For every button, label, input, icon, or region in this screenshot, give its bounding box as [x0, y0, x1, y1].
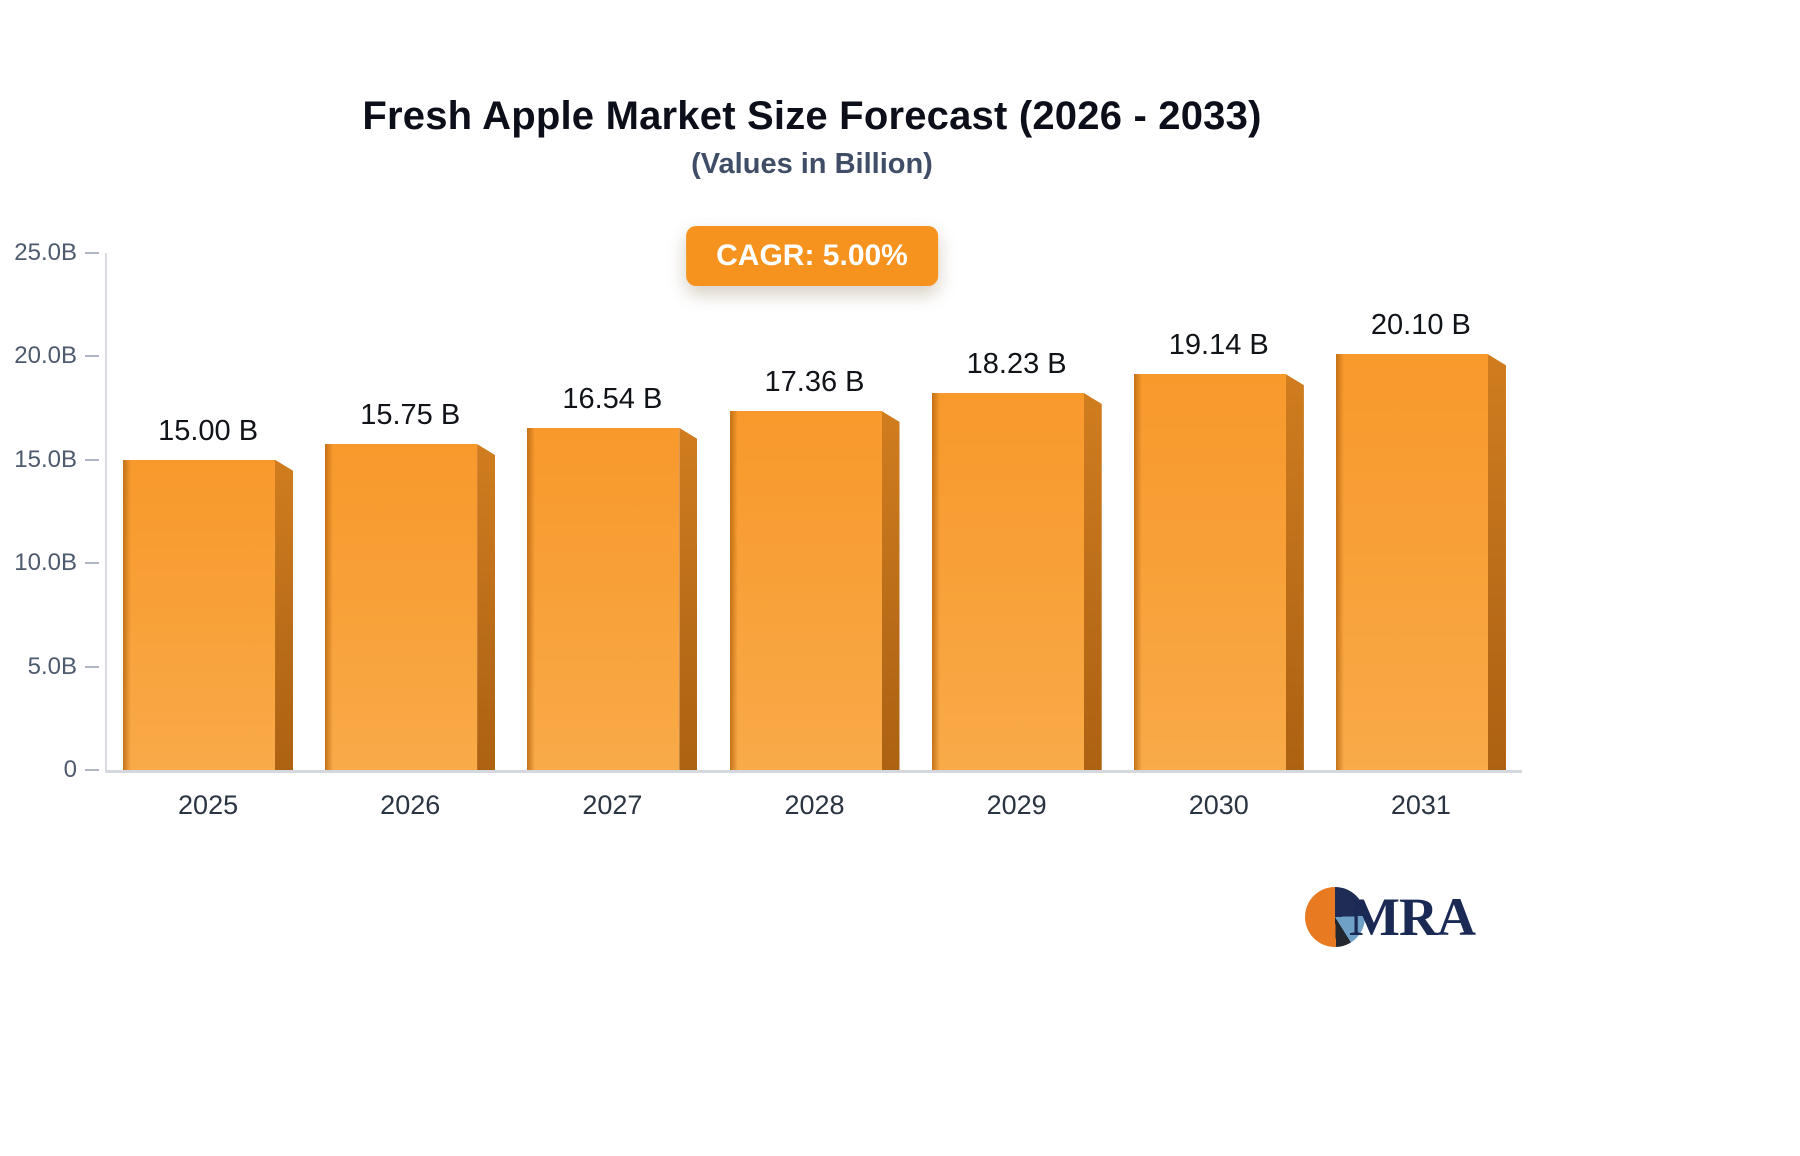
- x-axis-label: 2031: [1390, 790, 1451, 820]
- bar-2029: 18.23 B: [931, 348, 1102, 770]
- bar-front-face: [123, 459, 276, 771]
- y-axis-label: 20.0B: [14, 342, 77, 370]
- bar-value-label: 16.54 B: [562, 382, 663, 415]
- y-axis-label: 10.0B: [14, 549, 77, 577]
- bar-value-label: 18.23 B: [966, 348, 1067, 381]
- bar-2027: 16.54 B: [527, 383, 698, 771]
- bar-side-face: [1083, 393, 1102, 770]
- bar-value-label: 20.10 B: [1370, 309, 1471, 342]
- bar-side-face: [275, 459, 294, 770]
- bar-2026: 15.75 B: [325, 399, 496, 770]
- bar-side-face: [1285, 374, 1304, 770]
- x-axis-label: 2029: [986, 790, 1047, 820]
- bar-value-label: 17.36 B: [764, 366, 865, 398]
- y-axis-tick: [85, 355, 99, 358]
- y-axis-tick: [85, 252, 99, 254]
- y-axis-label: 15.0B: [14, 445, 77, 473]
- pie-logo-icon: [1305, 887, 1365, 947]
- bar-chart-plot-area: 25.0B 20.0B 15.0B 10.0B 5.0B 0 15.00 B 2025 15.7…: [14, 240, 1522, 820]
- y-axis-tick: [85, 458, 99, 461]
- bar-side-face: [1487, 354, 1506, 770]
- bar-value-label: 19.14 B: [1168, 329, 1269, 362]
- bar-side-face: [679, 427, 698, 770]
- bar-side-face: [477, 444, 496, 770]
- x-axis-label: 2026: [380, 790, 441, 820]
- bar-2030: 19.14 B: [1133, 329, 1304, 770]
- x-axis-label: 2027: [582, 790, 643, 820]
- bar-2028: 17.36 B: [729, 366, 900, 770]
- bar-front-face: [729, 411, 882, 770]
- chart-title: Fresh Apple Market Size Forecast (2026 -…: [362, 94, 1262, 138]
- cagr-badge: CAGR: 5.00%: [686, 226, 938, 286]
- y-axis-label: 5.0B: [27, 652, 77, 680]
- bar-front-face: [1133, 374, 1286, 770]
- y-axis-label: 25.0B: [14, 239, 77, 266]
- bar-value-label: 15.75 B: [360, 399, 461, 432]
- y-axis-tick: [85, 769, 99, 771]
- bar-front-face: [325, 444, 478, 770]
- x-axis-label: 2030: [1188, 790, 1249, 820]
- chart-subtitle: (Values in Billion): [691, 148, 933, 180]
- bar-front-face: [1335, 354, 1488, 770]
- x-axis-label: 2025: [178, 790, 239, 820]
- mra-logo: MRA: [1305, 886, 1476, 948]
- y-axis-tick: [85, 562, 99, 565]
- logo-text: MRA: [1349, 887, 1476, 947]
- bar-2031: 20.10 B: [1335, 309, 1506, 770]
- y-axis-label: 0: [63, 756, 77, 783]
- bar-side-face: [881, 411, 900, 770]
- bar-value-label: 15.00 B: [158, 414, 259, 447]
- bar-front-face: [527, 427, 680, 771]
- bar-front-face: [931, 393, 1084, 770]
- bar-2025: 15.00 B: [123, 415, 294, 771]
- y-axis-tick: [85, 665, 99, 668]
- x-axis-label: 2028: [784, 790, 845, 820]
